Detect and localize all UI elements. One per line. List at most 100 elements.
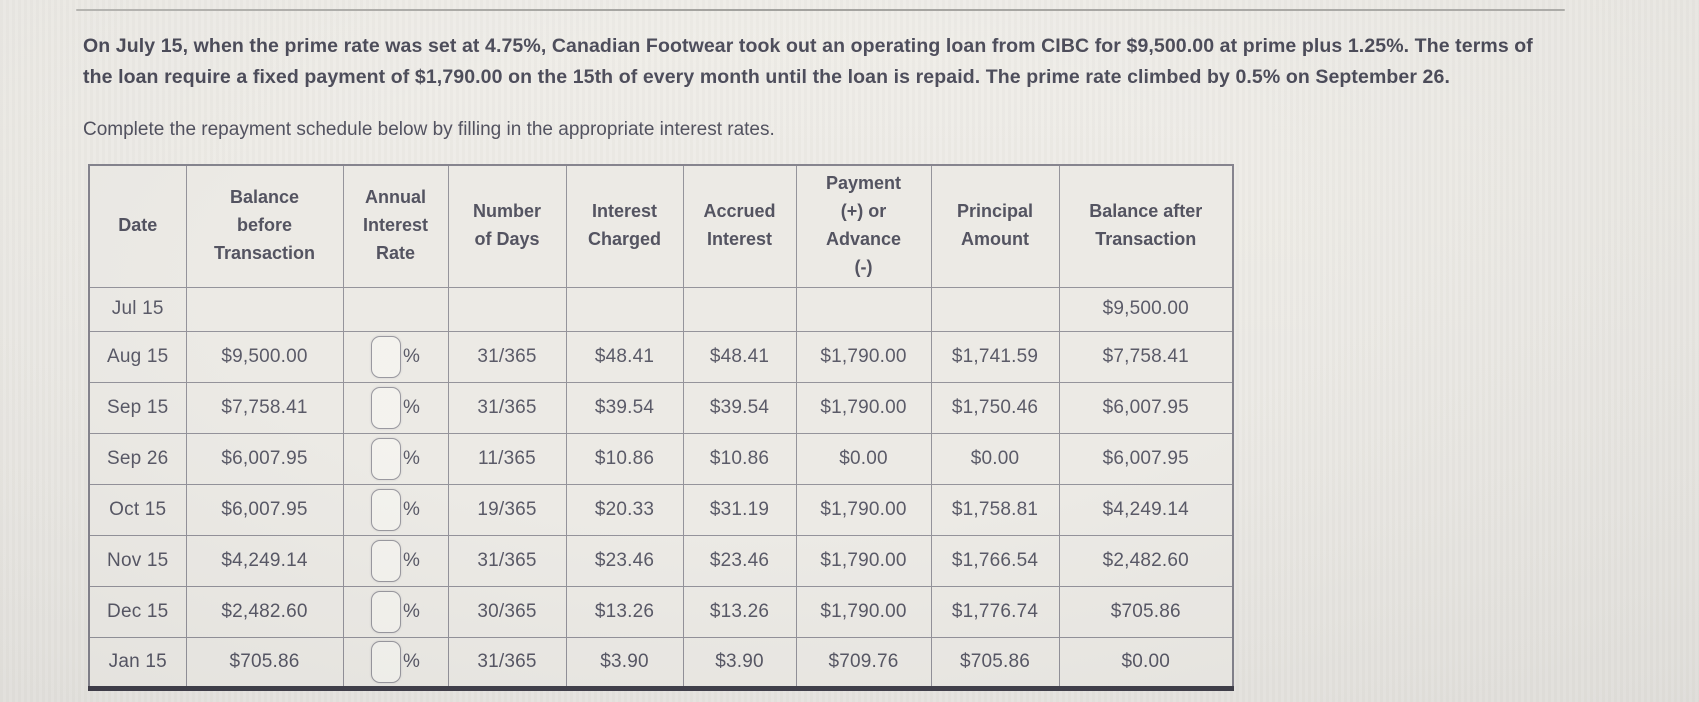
cell-interest-charged: $39.54 — [565, 381, 684, 434]
table-row-dec-15: Dec 15 $2,482.60 % 30/365 $13.26 $13.26 … — [88, 585, 1234, 638]
cell-number-of-days: 31/365 — [447, 381, 567, 434]
cell-date: Nov 15 — [88, 534, 187, 587]
cell-principal: $705.86 — [930, 636, 1060, 689]
cell-number-of-days: 30/365 — [447, 585, 567, 638]
cell-annual-rate: % — [342, 330, 449, 383]
percent-label: % — [402, 447, 421, 469]
table-row-sep-15: Sep 15 $7,758.41 % 31/365 $39.54 $39.54 … — [88, 381, 1234, 434]
cell-balance-before: $6,007.95 — [185, 483, 344, 536]
col-header-balance-after: Balance after Transaction — [1058, 164, 1234, 288]
cell-principal: $1,750.46 — [930, 381, 1060, 434]
interest-rate-input[interactable] — [370, 640, 401, 683]
percent-label: % — [402, 345, 421, 367]
cell-principal: $1,776.74 — [930, 585, 1060, 638]
percent-label: % — [402, 396, 421, 418]
cell-payment: $709.76 — [795, 636, 932, 689]
cell-accrued-interest: $3.90 — [682, 636, 797, 689]
cell-principal: $0.00 — [930, 432, 1060, 485]
cell-interest-charged: $13.26 — [565, 585, 684, 638]
cell-balance-after: $705.86 — [1058, 585, 1234, 638]
cell-balance-before: $7,758.41 — [185, 381, 344, 434]
cell-payment — [795, 286, 932, 332]
cell-balance-after: $0.00 — [1058, 636, 1234, 689]
cell-number-of-days — [447, 286, 567, 332]
cell-number-of-days: 31/365 — [447, 330, 567, 383]
cell-interest-charged: $48.41 — [565, 330, 684, 383]
cell-date: Oct 15 — [88, 483, 187, 536]
cell-principal — [930, 286, 1060, 332]
instruction-text: Complete the repayment schedule below by… — [83, 119, 775, 140]
cell-date: Dec 15 — [88, 585, 187, 638]
cell-number-of-days: 19/365 — [447, 483, 567, 536]
cell-date: Aug 15 — [88, 330, 187, 383]
cell-date: Jul 15 — [88, 286, 187, 332]
cell-date: Jan 15 — [88, 636, 187, 689]
cell-interest-charged: $23.46 — [565, 534, 684, 587]
cell-payment: $1,790.00 — [795, 585, 932, 638]
cell-date: Sep 26 — [88, 432, 187, 485]
cell-annual-rate: % — [342, 432, 449, 485]
table-row-aug-15: Aug 15 $9,500.00 % 31/365 $48.41 $48.41 … — [88, 330, 1234, 383]
problem-statement: On July 15, when the prime rate was set … — [83, 35, 1533, 88]
cell-interest-charged: $10.86 — [565, 432, 684, 485]
cell-annual-rate: % — [342, 585, 449, 638]
percent-label: % — [402, 600, 421, 622]
col-header-payment-advance: Payment (+) or Advance (-) — [795, 164, 932, 288]
cell-balance-before — [185, 286, 344, 332]
interest-rate-input[interactable] — [370, 386, 401, 429]
percent-label: % — [402, 650, 421, 672]
percent-label: % — [402, 549, 421, 571]
cell-number-of-days: 11/365 — [447, 432, 567, 485]
cell-payment: $1,790.00 — [795, 483, 932, 536]
cell-number-of-days: 31/365 — [447, 534, 567, 587]
interest-rate-input[interactable] — [370, 437, 401, 480]
col-header-accrued-interest: Accrued Interest — [682, 164, 797, 288]
table-row-oct-15: Oct 15 $6,007.95 % 19/365 $20.33 $31.19 … — [88, 483, 1234, 536]
cell-accrued-interest: $39.54 — [682, 381, 797, 434]
cell-payment: $1,790.00 — [795, 381, 932, 434]
percent-label: % — [402, 498, 421, 520]
header-row: Date Balance before Transaction Annual I… — [88, 164, 1234, 288]
cell-annual-rate: % — [342, 534, 449, 587]
cell-balance-before: $9,500.00 — [185, 330, 344, 383]
cell-balance-after: $4,249.14 — [1058, 483, 1234, 536]
cell-accrued-interest — [682, 286, 797, 332]
cell-annual-rate: % — [342, 381, 449, 434]
cell-accrued-interest: $23.46 — [682, 534, 797, 587]
cell-payment: $1,790.00 — [795, 534, 932, 587]
table-row-nov-15: Nov 15 $4,249.14 % 31/365 $23.46 $23.46 … — [88, 534, 1234, 587]
cell-accrued-interest: $48.41 — [682, 330, 797, 383]
cell-accrued-interest: $10.86 — [682, 432, 797, 485]
interest-rate-input[interactable] — [370, 335, 401, 378]
cell-principal: $1,766.54 — [930, 534, 1060, 587]
cell-balance-after: $7,758.41 — [1058, 330, 1234, 383]
interest-rate-input[interactable] — [370, 539, 401, 582]
interest-rate-input[interactable] — [370, 488, 401, 531]
cell-balance-before: $2,482.60 — [185, 585, 344, 638]
cell-accrued-interest: $31.19 — [682, 483, 797, 536]
col-header-date: Date — [88, 164, 187, 288]
col-header-number-of-days: Number of Days — [447, 164, 567, 288]
cell-date: Sep 15 — [88, 381, 187, 434]
col-header-annual-rate: Annual Interest Rate — [342, 164, 449, 288]
col-header-principal-amount: Principal Amount — [930, 164, 1060, 288]
cell-accrued-interest: $13.26 — [682, 585, 797, 638]
col-header-interest-charged: Interest Charged — [565, 164, 684, 288]
cell-number-of-days: 31/365 — [447, 636, 567, 689]
table-row-jul-15: Jul 15 $9,500.00 — [88, 286, 1234, 332]
cell-annual-rate: % — [342, 483, 449, 536]
top-divider-line — [76, 9, 1565, 11]
table-row-jan-15: Jan 15 $705.86 % 31/365 $3.90 $3.90 $709… — [88, 636, 1234, 689]
repayment-schedule-table: Date Balance before Transaction Annual I… — [88, 164, 1234, 691]
table-row-sep-26: Sep 26 $6,007.95 % 11/365 $10.86 $10.86 … — [88, 432, 1234, 485]
cell-annual-rate-empty — [342, 286, 449, 332]
interest-rate-input[interactable] — [370, 590, 401, 633]
cell-annual-rate: % — [342, 636, 449, 689]
cell-interest-charged — [565, 286, 684, 332]
cell-principal: $1,741.59 — [930, 330, 1060, 383]
cell-balance-after: $6,007.95 — [1058, 432, 1234, 485]
col-header-balance-before: Balance before Transaction — [185, 164, 344, 288]
cell-payment: $0.00 — [795, 432, 932, 485]
cell-principal: $1,758.81 — [930, 483, 1060, 536]
